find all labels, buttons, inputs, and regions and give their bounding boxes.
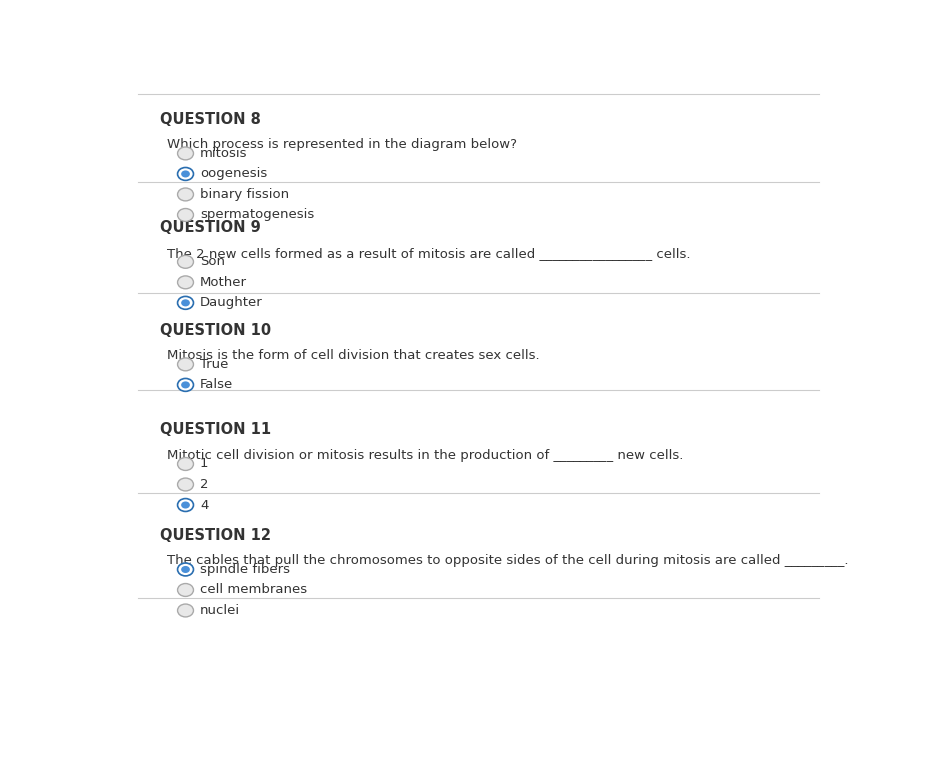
Text: QUESTION 11: QUESTION 11 [161,422,271,438]
Text: False: False [200,378,234,391]
Circle shape [177,584,193,597]
Circle shape [177,209,193,221]
Text: QUESTION 8: QUESTION 8 [161,112,262,127]
Circle shape [177,276,193,288]
Text: 2: 2 [200,478,208,491]
Circle shape [181,381,190,388]
Text: mitosis: mitosis [200,147,248,160]
Circle shape [177,604,193,617]
Text: Son: Son [200,256,225,269]
Circle shape [177,457,193,470]
Text: Daughter: Daughter [200,296,262,310]
Text: spindle fibers: spindle fibers [200,563,290,576]
Text: QUESTION 10: QUESTION 10 [161,323,271,338]
Circle shape [177,498,193,511]
Circle shape [177,147,193,160]
Circle shape [177,358,193,371]
Circle shape [177,563,193,576]
Circle shape [181,566,190,573]
Text: True: True [200,358,229,371]
Text: The 2 new cells formed as a result of mitosis are called _________________ cells: The 2 new cells formed as a result of mi… [167,247,691,260]
Text: Mitotic cell division or mitosis results in the production of _________ new cell: Mitotic cell division or mitosis results… [167,449,684,462]
Circle shape [177,188,193,201]
Text: spermatogenesis: spermatogenesis [200,209,314,221]
Text: binary fission: binary fission [200,188,290,201]
Circle shape [181,170,190,177]
Text: Mitosis is the form of cell division that creates sex cells.: Mitosis is the form of cell division tha… [167,349,540,362]
Text: QUESTION 9: QUESTION 9 [161,220,261,235]
Text: nuclei: nuclei [200,604,240,617]
Text: cell membranes: cell membranes [200,584,307,597]
Text: 1: 1 [200,457,208,470]
Circle shape [177,297,193,309]
Text: The cables that pull the chromosomes to opposite sides of the cell during mitosi: The cables that pull the chromosomes to … [167,554,849,567]
Text: oogenesis: oogenesis [200,167,267,180]
Circle shape [177,256,193,269]
Circle shape [181,501,190,508]
Text: Which process is represented in the diagram below?: Which process is represented in the diag… [167,139,517,151]
Circle shape [177,167,193,180]
Circle shape [177,378,193,391]
Text: 4: 4 [200,498,208,511]
Circle shape [177,478,193,491]
Text: Mother: Mother [200,275,247,289]
Circle shape [181,299,190,307]
Text: QUESTION 12: QUESTION 12 [161,528,271,543]
